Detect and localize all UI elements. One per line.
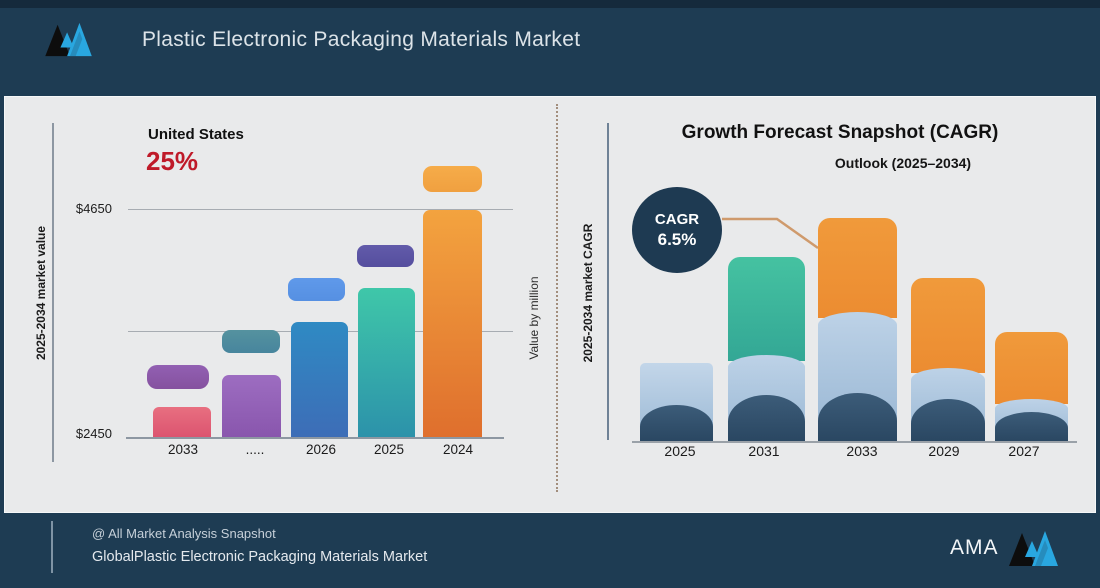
stack-2027-orange — [995, 332, 1068, 404]
left-chart-y-tick-top: $4650 — [75, 201, 112, 216]
right-x-tick-2027: 2027 — [1008, 443, 1040, 459]
left-x-tick-2033: 2033 — [167, 442, 199, 457]
right-chart-x-axis — [632, 441, 1077, 443]
bar-2024 — [423, 210, 482, 437]
left-chart-region-label: United States — [148, 126, 244, 143]
page-title: Plastic Electronic Packaging Materials M… — [142, 28, 581, 51]
right-chart-y-axis — [607, 123, 609, 440]
left-chart-x-axis — [126, 437, 504, 439]
panel-divider — [556, 104, 558, 492]
bar-cap-dots — [222, 330, 280, 353]
footer-credit: @ All Market Analysis Snapshot — [92, 526, 276, 541]
left-chart-y-tick-bottom: $2450 — [75, 426, 112, 441]
footer-market-name: GlobalPlastic Electronic Packaging Mater… — [92, 549, 428, 565]
footer-divider — [51, 521, 53, 573]
bar-dots — [222, 375, 281, 437]
ama-logo-footer-icon — [1009, 531, 1058, 566]
bar-2033 — [153, 407, 211, 437]
cagr-callout-bubble: CAGR 6.5% — [632, 187, 722, 273]
left-chart-highlight-value: 25% — [146, 146, 199, 176]
stack-2031-teal — [728, 257, 805, 361]
right-x-tick-2025: 2025 — [664, 443, 696, 459]
stack-2029-navy — [911, 399, 985, 441]
bar-cap-2025 — [357, 245, 414, 267]
stack-2029-orange — [911, 278, 985, 373]
left-x-tick-dots: ..... — [245, 442, 265, 457]
top-accent-strip — [0, 0, 1100, 8]
right-chart-title: Growth Forecast Snapshot (CAGR) — [681, 122, 999, 143]
stack-2033-navy — [818, 393, 897, 441]
left-x-tick-2025: 2025 — [373, 442, 405, 457]
left-x-tick-2024: 2024 — [442, 442, 474, 457]
stack-2033-orange — [818, 218, 897, 318]
right-x-tick-2029: 2029 — [928, 443, 960, 459]
left-chart-gridline-top — [128, 209, 513, 210]
left-chart-right-axis-label: Value by million — [527, 276, 541, 360]
right-x-tick-2033: 2033 — [846, 443, 878, 459]
right-x-tick-2031: 2031 — [748, 443, 780, 459]
bar-2025 — [358, 288, 415, 437]
left-chart-y-axis-label: 2025-2034 market value — [34, 225, 48, 361]
ama-logo-icon — [45, 22, 92, 57]
cagr-callout-value: 6.5% — [657, 229, 697, 249]
footer-brand-text: AMA — [950, 536, 999, 559]
stack-2027-navy — [995, 412, 1068, 441]
cagr-callout-label: CAGR — [654, 210, 700, 228]
bar-cap-2024 — [423, 166, 482, 192]
left-x-tick-2026: 2026 — [305, 442, 337, 457]
stack-2031-navy — [728, 395, 805, 441]
stack-2025-navy — [640, 405, 713, 441]
bar-cap-2033 — [147, 365, 209, 389]
bar-2026 — [291, 322, 348, 437]
right-chart-subtitle: Outlook (2025–2034) — [834, 155, 972, 171]
callout-connector-line — [722, 217, 819, 250]
bar-cap-2026 — [288, 278, 345, 301]
right-chart-y-axis-label: 2025-2034 market CAGR — [581, 223, 595, 363]
left-chart-y-axis — [52, 123, 54, 462]
